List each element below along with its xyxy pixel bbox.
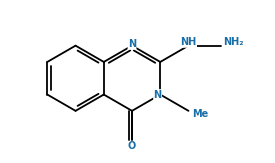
- Text: NH₂: NH₂: [223, 37, 243, 47]
- Text: O: O: [128, 141, 136, 151]
- Text: N: N: [128, 39, 136, 49]
- Text: NH: NH: [180, 37, 197, 47]
- Text: Me: Me: [192, 109, 209, 119]
- Text: N: N: [153, 89, 162, 100]
